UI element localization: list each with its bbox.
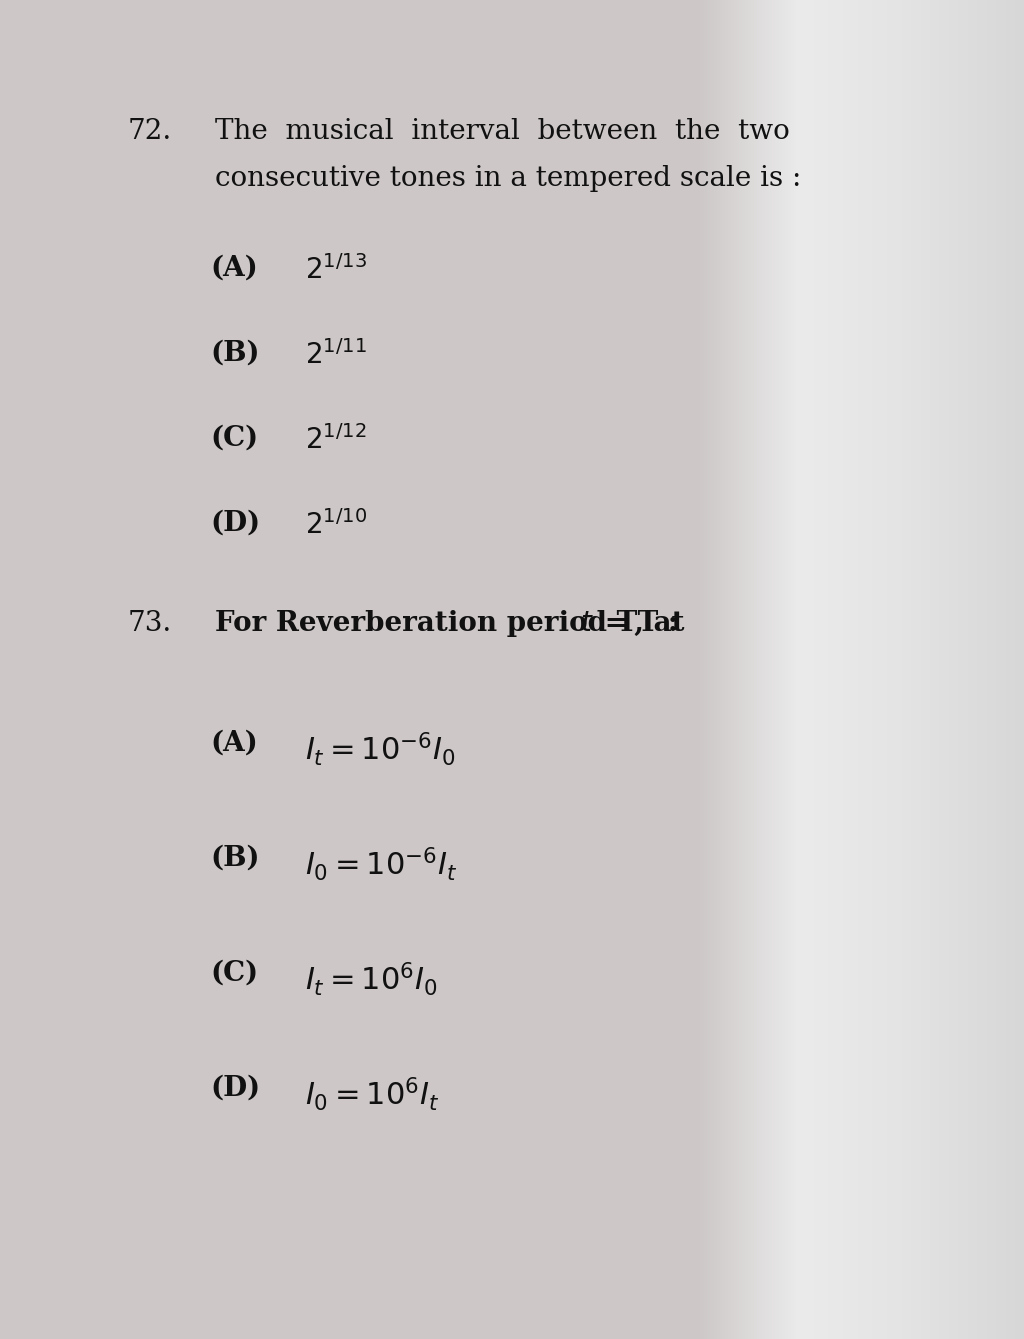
Text: (A): (A) [210, 730, 258, 757]
Text: $2^{1/13}$: $2^{1/13}$ [305, 254, 367, 285]
Text: (D): (D) [210, 1075, 260, 1102]
Text: $2^{1/11}$: $2^{1/11}$ [305, 340, 367, 370]
Text: The  musical  interval  between  the  two: The musical interval between the two [215, 118, 790, 145]
Text: For Reverberation period T, at: For Reverberation period T, at [215, 611, 694, 637]
Text: $I_t = 10^{-6}I_0$: $I_t = 10^{-6}I_0$ [305, 730, 456, 767]
Text: $I_t = 10^{6}I_0$: $I_t = 10^{6}I_0$ [305, 960, 437, 998]
Text: $I_0 = 10^{6}I_t$: $I_0 = 10^{6}I_t$ [305, 1075, 439, 1113]
Text: $I_0 = 10^{-6}I_t$: $I_0 = 10^{-6}I_t$ [305, 845, 458, 882]
Text: = T :: = T : [595, 611, 678, 637]
Text: 72.: 72. [128, 118, 172, 145]
Text: $t$: $t$ [580, 611, 594, 637]
Text: (A): (A) [210, 254, 258, 283]
Text: consecutive tones in a tempered scale is :: consecutive tones in a tempered scale is… [215, 165, 802, 191]
Text: (D): (D) [210, 510, 260, 537]
Text: $2^{1/10}$: $2^{1/10}$ [305, 510, 368, 540]
Text: (B): (B) [210, 845, 259, 872]
Text: (B): (B) [210, 340, 259, 367]
Text: (C): (C) [210, 424, 258, 453]
Text: $2^{1/12}$: $2^{1/12}$ [305, 424, 367, 455]
Text: 73.: 73. [128, 611, 172, 637]
Text: (C): (C) [210, 960, 258, 987]
